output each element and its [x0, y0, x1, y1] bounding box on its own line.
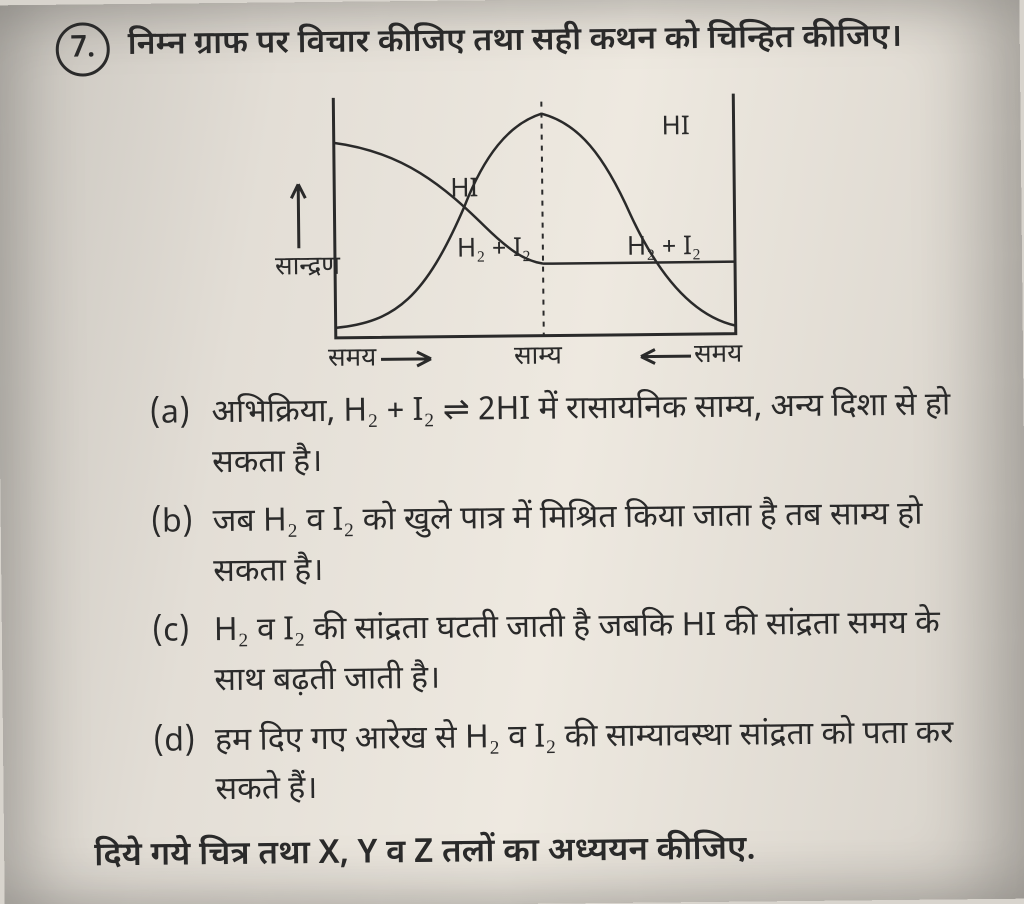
y-axis-group: सान्द्रण — [274, 184, 341, 286]
curve-hi-right — [541, 112, 735, 328]
option-a: (a) अभिक्रिया, H₂ + I₂ ⇌ 2HI में रासायनि… — [149, 383, 974, 491]
graph-container: सान्द्रण HI H₂ + I₂ HI H₂ + I₂ — [56, 73, 993, 383]
option-a-label: (a) — [149, 391, 198, 491]
option-c-label: (c) — [152, 610, 201, 710]
options-list: (a) अभिक्रिया, H₂ + I₂ ⇌ 2HI में रासायनि… — [149, 383, 977, 818]
option-d-text: हम दिए गए आरेख से H₂ व I₂ की साम्यावस्था… — [215, 711, 978, 818]
y-arrow-icon — [291, 184, 306, 248]
x-center-label: साम्य — [514, 340, 563, 375]
curve-hi-left — [333, 114, 543, 328]
option-c: (c) H₂ व I₂ की सांद्रता घटती जाती है जबक… — [152, 602, 977, 710]
equilibrium-graph: सान्द्रण HI H₂ + I₂ HI H₂ + I₂ — [243, 75, 806, 381]
label-hi-right: HI — [661, 111, 689, 145]
y-axis-label: सान्द्रण — [275, 251, 342, 286]
option-d-label: (d) — [153, 719, 202, 819]
option-b-label: (b) — [150, 500, 199, 600]
question-header: 7. निम्न ग्राफ पर विचार कीजिए तथा सही कथ… — [55, 13, 990, 77]
question-prompt: निम्न ग्राफ पर विचार कीजिए तथा सही कथन क… — [127, 14, 902, 69]
option-b: (b) जब H₂ व I₂ को खुले पात्र में मिश्रित… — [150, 492, 975, 600]
page: 7. निम्न ग्राफ पर विचार कीजिए तथा सही कथ… — [0, 0, 1024, 904]
x-left-arrow-icon — [381, 352, 431, 367]
footer-question: दिये गये चित्र तथा X, Y व Z तलों का अध्य… — [94, 824, 998, 883]
question-number: 7. — [55, 22, 110, 77]
option-c-text: H₂ व I₂ की सांद्रता घटती जाती है जबकि HI… — [214, 602, 977, 709]
option-b-text: जब H₂ व I₂ को खुले पात्र में मिश्रित किय… — [212, 492, 975, 599]
x-right-arrow-icon — [641, 349, 691, 364]
label-h2i2-left: H₂ + I₂ — [457, 233, 531, 268]
option-d: (d) हम दिए गए आरेख से H₂ व I₂ की साम्याव… — [153, 711, 978, 819]
plot-area: HI H₂ + I₂ HI H₂ + I₂ — [333, 94, 735, 338]
x-right-label: समय — [694, 339, 743, 374]
x-left-label: समय — [328, 342, 377, 377]
x-axis-group: समय साम्य समय — [328, 339, 743, 377]
label-h2i2-right: H₂ + I₂ — [627, 231, 701, 266]
equilibrium-divider — [541, 102, 543, 336]
option-a-text: अभिक्रिया, H₂ + I₂ ⇌ 2HI में रासायनिक सा… — [211, 383, 974, 490]
label-hi-left: HI — [450, 173, 478, 207]
